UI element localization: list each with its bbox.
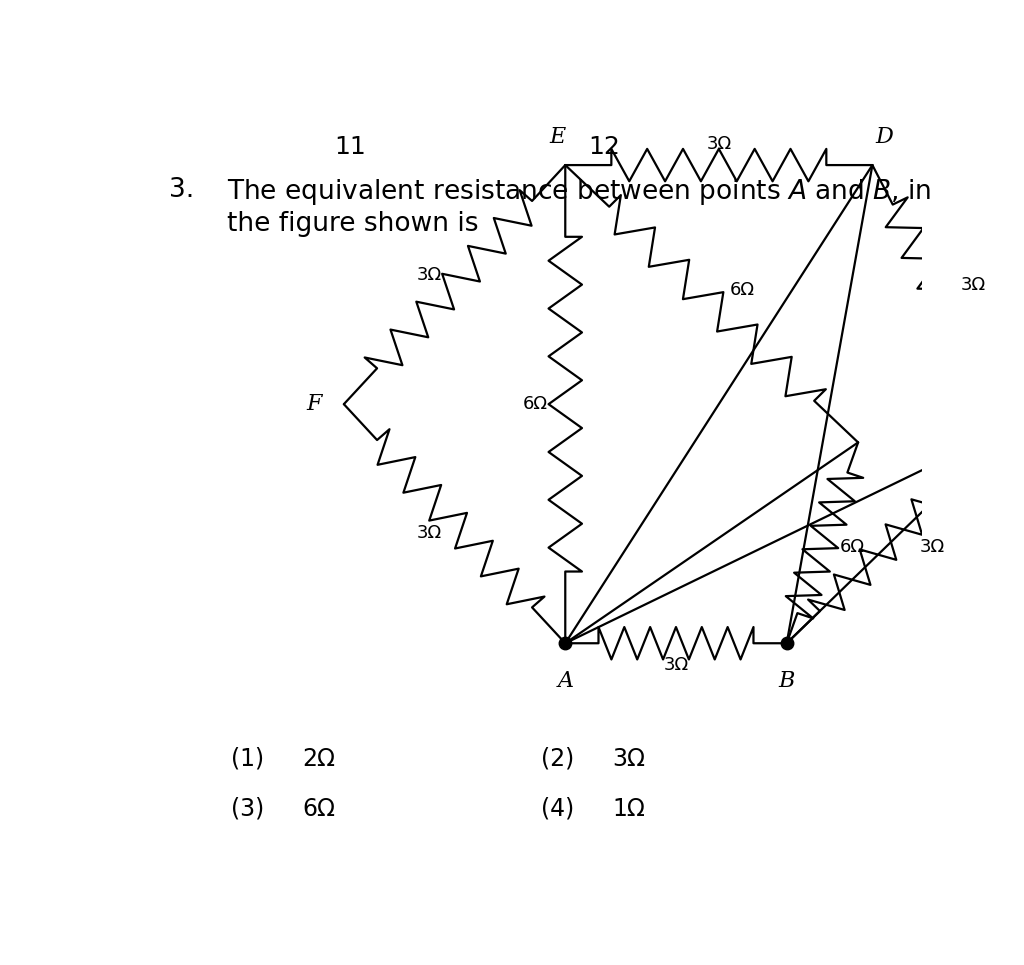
Text: 12: 12: [588, 135, 621, 159]
Text: (1): (1): [231, 747, 264, 771]
Text: 3Ω: 3Ω: [920, 538, 945, 557]
Text: 6Ω: 6Ω: [840, 538, 865, 556]
Text: 3Ω: 3Ω: [664, 656, 688, 674]
Text: (4): (4): [541, 797, 573, 821]
Text: 6Ω: 6Ω: [303, 797, 336, 821]
Text: B: B: [778, 671, 795, 692]
Text: The equivalent resistance between points $A$ and $B$, in
the figure shown is: The equivalent resistance between points…: [227, 178, 932, 237]
Text: E: E: [549, 126, 565, 149]
Text: 1Ω: 1Ω: [612, 797, 645, 821]
Text: D: D: [876, 126, 893, 149]
Text: 3Ω: 3Ω: [707, 134, 731, 152]
Text: 3.: 3.: [169, 178, 195, 204]
Text: 11: 11: [334, 135, 367, 159]
Text: 6Ω: 6Ω: [522, 395, 548, 413]
Text: (3): (3): [231, 797, 264, 821]
Text: 2Ω: 2Ω: [303, 747, 336, 771]
Text: (2): (2): [541, 747, 573, 771]
Text: 3Ω: 3Ω: [961, 276, 986, 294]
Text: 3Ω: 3Ω: [612, 747, 645, 771]
Text: 3Ω: 3Ω: [417, 266, 441, 285]
Text: 3Ω: 3Ω: [417, 524, 441, 542]
Text: F: F: [306, 393, 322, 415]
Text: 6Ω: 6Ω: [729, 281, 755, 299]
Text: A: A: [557, 671, 573, 692]
